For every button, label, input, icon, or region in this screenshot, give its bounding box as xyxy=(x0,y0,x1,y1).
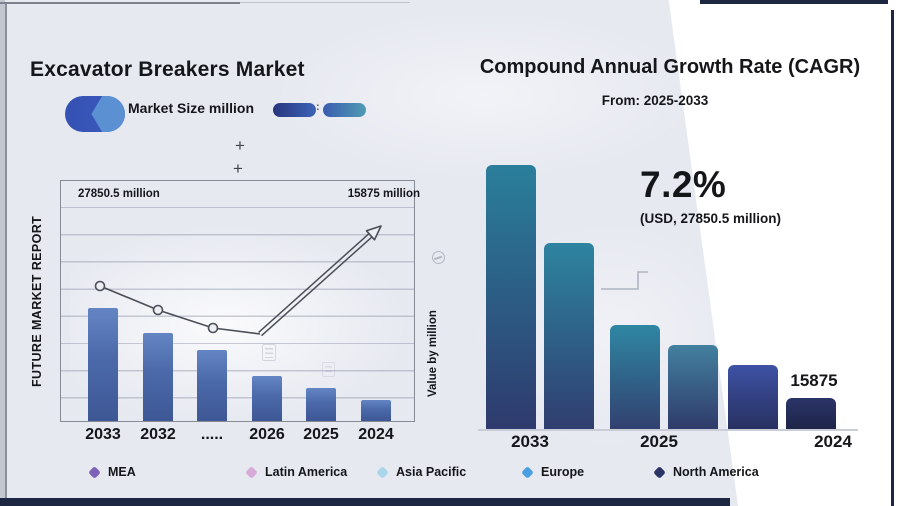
document-watermark-icon xyxy=(322,362,335,377)
plus-icon: + xyxy=(233,159,243,178)
right-chart-bar-2025-1 xyxy=(610,325,660,430)
left-chart-bars xyxy=(60,180,415,422)
ratio-pill-right-icon xyxy=(323,103,366,117)
right-chart-tick: 2024 xyxy=(814,432,852,451)
left-chart-tick: ..... xyxy=(200,426,224,443)
left-chart-tick: 2024 xyxy=(358,426,394,443)
legend-item-latin-america: Latin America xyxy=(245,464,348,480)
right-chart-bar-2033-2 xyxy=(544,242,594,430)
frame-top-navy-strip xyxy=(700,0,888,4)
legend-label: Asia Pacific xyxy=(396,465,467,479)
europe-diamond-icon xyxy=(521,465,534,479)
legend-item-europe: Europe xyxy=(521,464,585,480)
left-chart-max-value: 27850.5 million xyxy=(78,188,160,200)
step-line-decoration xyxy=(601,271,648,290)
frame-right-navy-line xyxy=(891,10,894,506)
left-chart-base-value: 15875 million xyxy=(347,188,420,200)
legend-item-asia-pacific: Asia Pacific xyxy=(376,464,467,480)
left-chart-tick: 2026 xyxy=(249,426,285,443)
frame-left-strip xyxy=(0,0,5,506)
right-chart-bar-2024-2 xyxy=(786,397,836,430)
frame-top-line-faint xyxy=(240,2,410,3)
frame-top-line xyxy=(0,2,240,4)
right-chart-tick: 2025 xyxy=(640,432,678,451)
legend-label: MEA xyxy=(108,465,136,479)
page-title: Excavator Breakers Market xyxy=(30,58,305,81)
north-america-diamond-icon xyxy=(653,465,666,479)
left-chart-bar-2032 xyxy=(142,332,173,421)
legend-label: North America xyxy=(673,465,759,479)
left-chart-bar-..... xyxy=(197,349,228,421)
left-chart-tick: 2025 xyxy=(303,426,339,443)
right-chart-data-label: 15875 xyxy=(790,371,838,390)
left-chart-tick: 2032 xyxy=(140,426,176,443)
document-watermark-icon xyxy=(262,344,276,361)
right-chart-tick: 2033 xyxy=(511,432,549,451)
right-chart-bars xyxy=(460,140,870,430)
asia-pacific-diamond-icon xyxy=(376,465,389,479)
plus-icon: + xyxy=(235,136,245,155)
latin-america-diamond-icon xyxy=(245,465,258,479)
trend-line-arrow xyxy=(94,225,382,337)
market-size-label: Market Size million xyxy=(128,100,255,116)
legend-label: Latin America xyxy=(265,465,348,479)
left-chart-side-label: FUTURE MARKET REPORT xyxy=(30,215,44,387)
ratio-pill-left-icon xyxy=(273,103,316,117)
ratio-separator: : xyxy=(316,101,320,113)
legend-label: Europe xyxy=(541,465,585,479)
cagr-subtitle: From: 2025-2033 xyxy=(601,93,709,108)
right-chart-bar-2024-1 xyxy=(728,365,778,430)
market-size-icon-facet xyxy=(91,96,125,132)
market-size-icon xyxy=(65,96,125,132)
right-chart-bar-2025-2 xyxy=(668,344,718,430)
cagr-value: 7.2% xyxy=(640,164,727,205)
legend-item-north-america: North America xyxy=(653,464,759,480)
right-chart-bar-2033-1 xyxy=(486,165,536,430)
right-chart-axis-line xyxy=(478,429,858,431)
circle-slash-icon xyxy=(432,251,445,264)
left-chart-bar-2025 xyxy=(306,388,337,421)
cagr-note: (USD, 27850.5 million) xyxy=(640,211,782,226)
legend-item-mea: MEA xyxy=(88,464,136,480)
mea-diamond-icon xyxy=(88,465,101,479)
left-chart-plot-area xyxy=(60,180,415,422)
frame-left-line xyxy=(5,2,7,502)
left-chart-tick: 2033 xyxy=(85,426,121,443)
frame-bottom-navy-strip xyxy=(0,498,730,506)
cagr-title: Compound Annual Growth Rate (CAGR) xyxy=(479,56,861,78)
left-chart-bar-2033 xyxy=(88,308,118,421)
left-chart-y-axis-label: Value by million xyxy=(427,310,439,398)
left-chart-bar-2024 xyxy=(361,399,391,421)
left-chart-bar-2026 xyxy=(251,375,282,421)
